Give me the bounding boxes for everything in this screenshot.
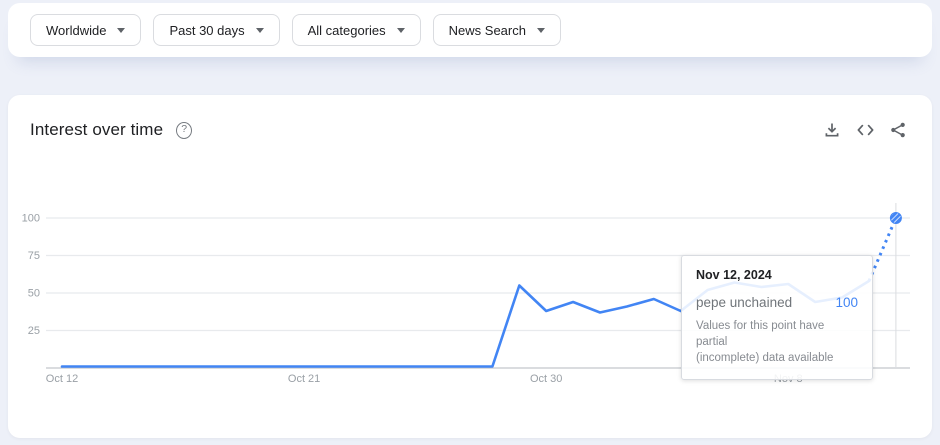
- chart-tooltip: Nov 12, 2024 pepe unchained 100 Values f…: [681, 255, 873, 380]
- trend-line-partial-segment: [867, 217, 898, 282]
- y-tick-label: 50: [28, 288, 40, 300]
- y-tick-label: 100: [22, 213, 40, 225]
- filter-time-range[interactable]: Past 30 days: [153, 14, 280, 46]
- chevron-down-icon: [536, 27, 545, 33]
- partial-data-point-marker[interactable]: [889, 212, 902, 224]
- panel-title: Interest over time: [30, 120, 164, 139]
- filter-bar: Worldwide Past 30 days All categories Ne…: [8, 3, 932, 57]
- panel-actions: [822, 120, 908, 140]
- download-icon[interactable]: [822, 120, 842, 140]
- x-tick-label: Oct 12: [46, 373, 78, 385]
- y-tick-label: 25: [28, 325, 40, 337]
- chevron-down-icon: [396, 27, 405, 33]
- embed-code-icon[interactable]: [855, 120, 875, 140]
- filter-category[interactable]: All categories: [291, 14, 421, 46]
- y-tick-label: 75: [28, 250, 40, 262]
- help-icon[interactable]: ?: [176, 121, 193, 139]
- tooltip-note-line1: Values for this point have partial: [696, 320, 825, 348]
- filter-region-label: Worldwide: [46, 22, 107, 38]
- filter-search-type[interactable]: News Search: [432, 14, 561, 46]
- filter-search-type-label: News Search: [448, 22, 526, 38]
- tooltip-note: Values for this point have partial (inco…: [696, 319, 858, 367]
- tooltip-term: pepe unchained: [696, 295, 793, 310]
- chevron-down-icon: [117, 27, 126, 33]
- tooltip-note-line2: (incomplete) data available: [696, 351, 834, 364]
- tooltip-date: Nov 12, 2024: [696, 268, 772, 282]
- tooltip-value: 100: [835, 295, 858, 310]
- x-tick-label: Oct 21: [288, 373, 320, 385]
- filter-time-range-label: Past 30 days: [169, 22, 245, 38]
- filter-category-label: All categories: [307, 22, 386, 38]
- filter-region[interactable]: Worldwide: [30, 14, 142, 46]
- x-tick-label: Oct 30: [530, 373, 562, 385]
- chevron-down-icon: [255, 27, 264, 33]
- share-icon[interactable]: [888, 120, 908, 140]
